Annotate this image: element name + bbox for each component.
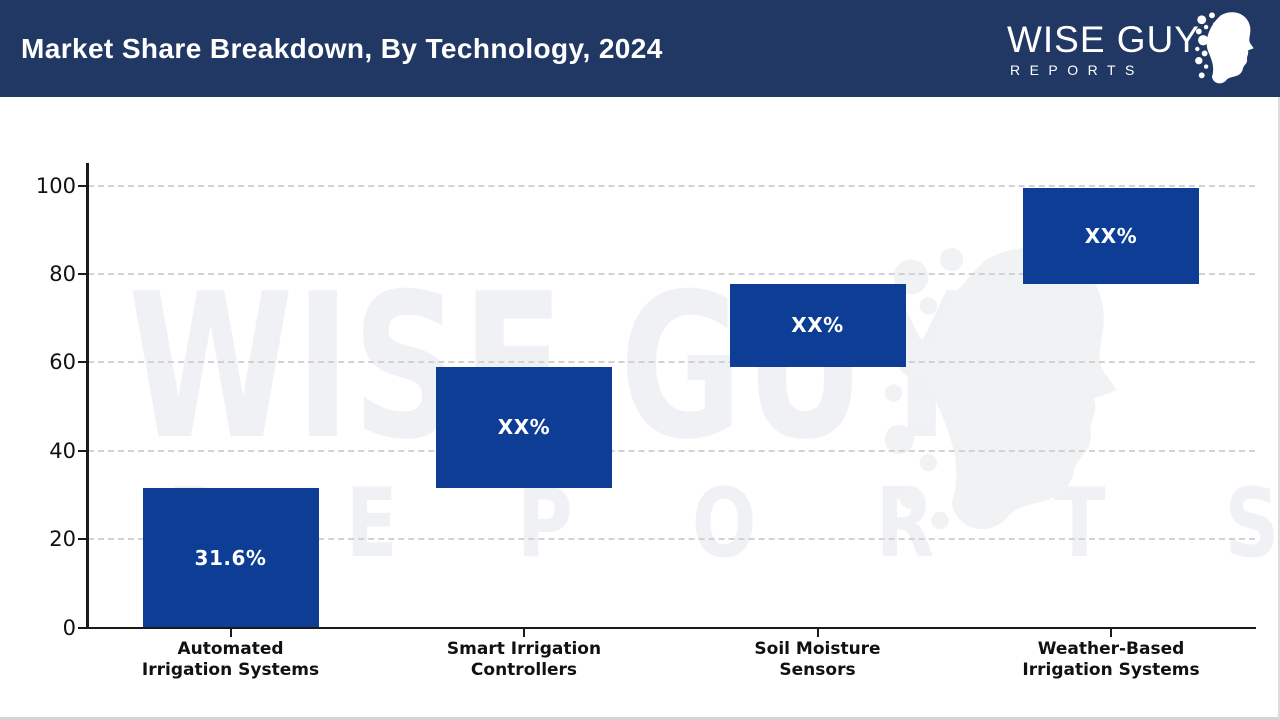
x-tick-3 — [816, 629, 819, 637]
x-category-line: Irrigation Systems — [1022, 660, 1200, 680]
logo-face-icon — [1195, 12, 1254, 84]
y-tick-60 — [78, 361, 86, 364]
x-category-line: Controllers — [470, 660, 578, 680]
x-category-label-2: Smart Irrigation Controllers — [374, 639, 674, 681]
x-axis-line — [86, 626, 1256, 629]
y-tick-20 — [78, 538, 86, 541]
x-tick-2 — [523, 629, 525, 637]
x-category-line: Irrigation Systems — [141, 660, 320, 680]
y-tick-label-20: 20 — [49, 527, 76, 552]
bar-value-label-4: XX% — [1084, 223, 1138, 248]
x-category-line: Sensors — [779, 660, 856, 680]
bar-segment-3: XX% — [729, 283, 906, 367]
y-tick-label-80: 80 — [49, 261, 76, 286]
logo-text: WISE GUY REPORTS — [1006, 19, 1200, 79]
gridline-40 — [88, 449, 1255, 452]
gridline-60 — [88, 361, 1255, 364]
x-tick-4 — [1110, 629, 1112, 637]
bar-segment-1: 31.6% — [142, 487, 319, 628]
y-tick-label-100: 100 — [35, 173, 76, 198]
header-bar: Market Share Breakdown, By Technology, 2… — [0, 0, 1280, 97]
x-tick-1 — [229, 629, 232, 637]
y-tick-label-60: 60 — [49, 350, 76, 375]
y-tick-label-0: 0 — [62, 615, 76, 640]
y-tick-40 — [78, 449, 86, 452]
x-category-line: Smart Irrigation — [446, 639, 602, 659]
x-category-line: Weather-Based — [1037, 639, 1185, 659]
y-tick-0 — [78, 626, 86, 629]
x-category-label-4: Weather-Based Irrigation Systems — [961, 639, 1261, 681]
y-tick-label-40: 40 — [49, 438, 76, 463]
watermark-text-reports: R E P O R T S — [168, 469, 1280, 579]
gridline-100 — [88, 184, 1255, 187]
y-tick-100 — [78, 184, 86, 187]
x-category-line: Soil Moisture — [754, 639, 881, 659]
bar-value-label-1: 31.6% — [194, 545, 267, 570]
x-category-label-3: Soil Moisture Sensors — [668, 639, 968, 681]
gridline-80 — [88, 272, 1255, 275]
logo-wordmark: WISE GUY — [1006, 19, 1200, 60]
page-title: Market Share Breakdown, By Technology, 2… — [21, 32, 663, 64]
gridline-20 — [88, 538, 1255, 541]
bar-segment-4: XX% — [1023, 187, 1199, 284]
x-category-label-1: Automated Irrigation Systems — [81, 639, 381, 681]
bar-value-label-2: XX% — [497, 415, 551, 440]
y-tick-80 — [78, 272, 86, 275]
bar-value-label-3: XX% — [791, 313, 844, 338]
x-category-line: Automated — [177, 639, 284, 659]
y-axis-line — [86, 163, 89, 629]
logo-subtitle: REPORTS — [1009, 62, 1144, 78]
bar-segment-2: XX% — [436, 366, 612, 488]
wise-guy-logo: WISE GUY REPORTS — [1007, 6, 1268, 92]
